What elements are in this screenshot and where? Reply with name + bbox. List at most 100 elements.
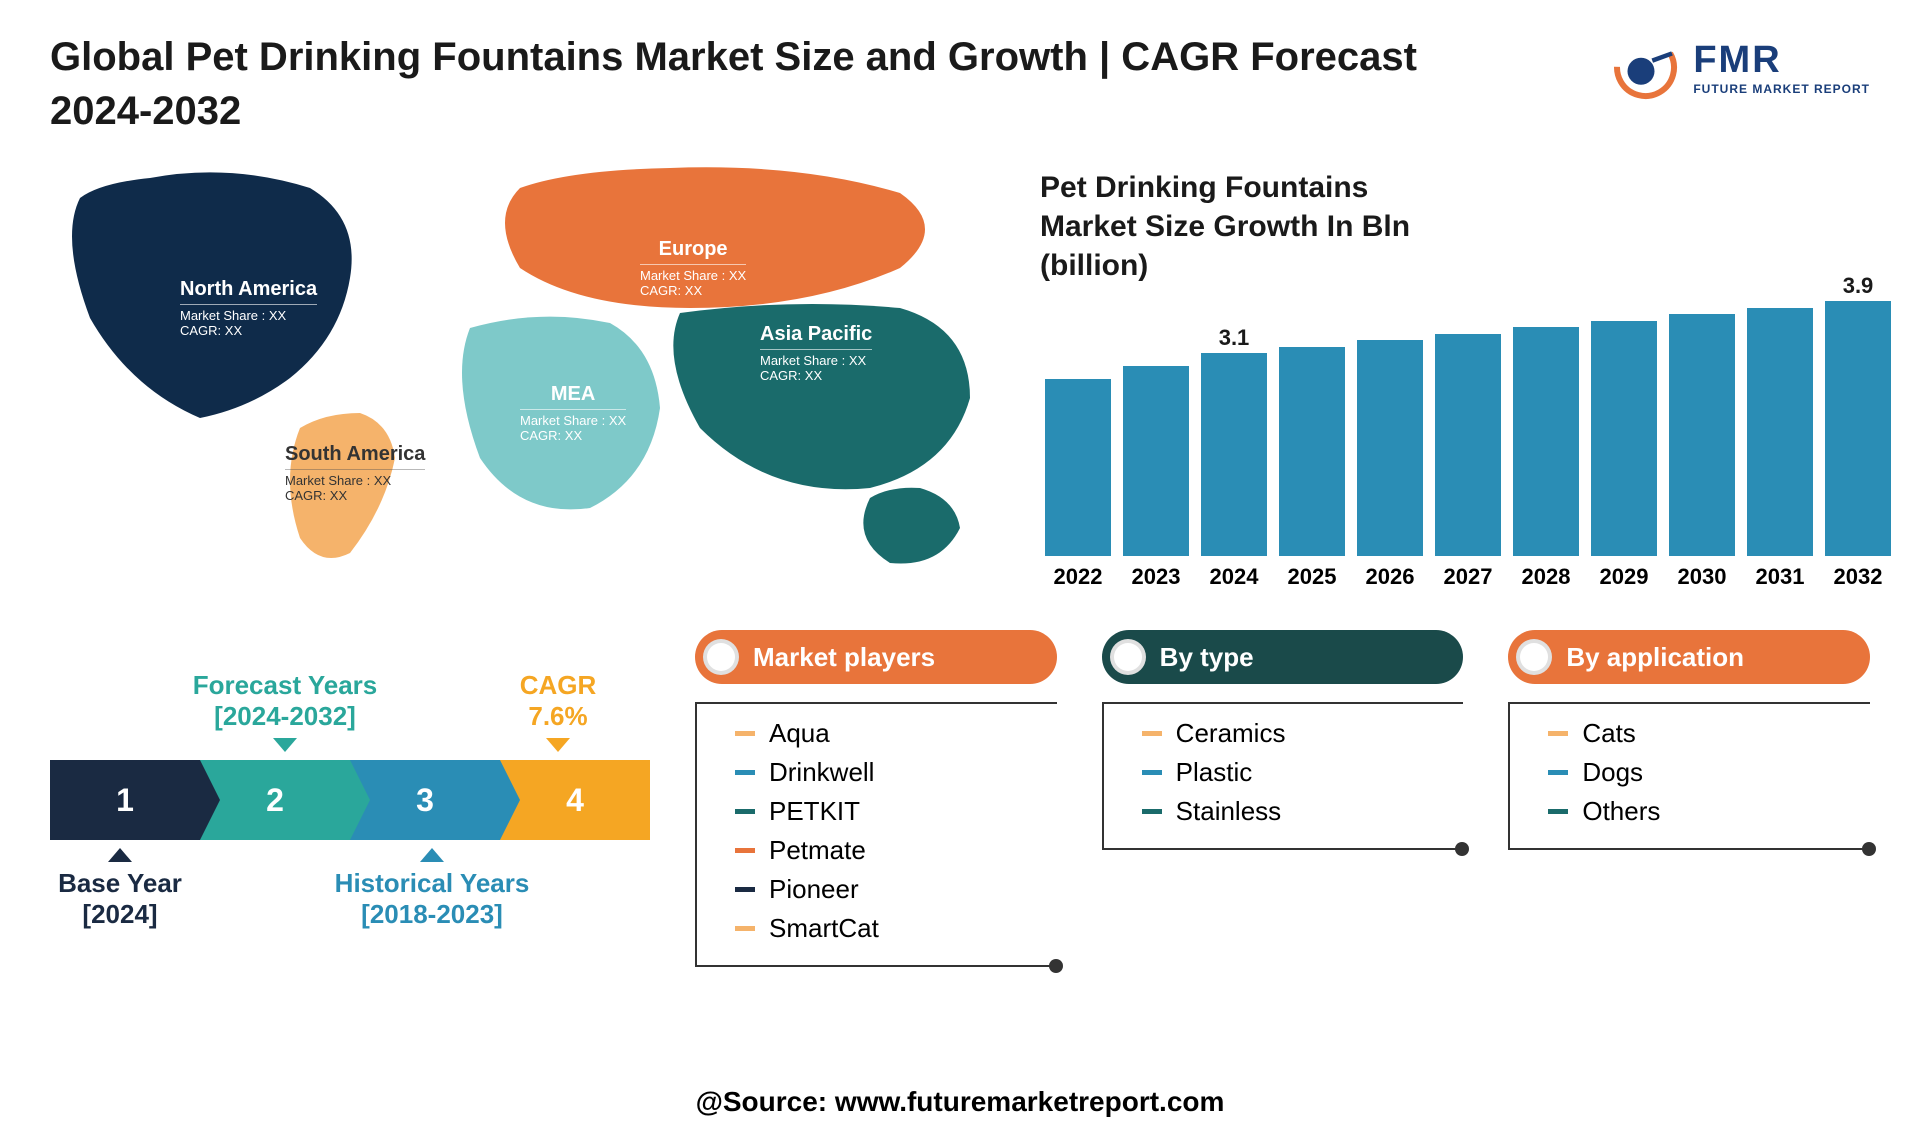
world-map: North AmericaMarket Share : XXCAGR: XXSo… xyxy=(50,158,1010,578)
item-dash-icon xyxy=(1548,731,1568,736)
region-share: Market Share : XX xyxy=(760,349,872,368)
bar-2026: 2026 xyxy=(1357,340,1423,590)
bar-year: 2027 xyxy=(1444,564,1493,590)
item-label: Pioneer xyxy=(769,874,859,905)
region-share: Market Share : XX xyxy=(285,469,425,488)
bar-2024: 3.12024 xyxy=(1201,353,1267,590)
region-south-america: South America Market Share : XXCAGR: XX xyxy=(285,443,425,503)
region-cagr: CAGR: XX xyxy=(760,368,872,383)
list-end-dot-icon xyxy=(1862,842,1876,856)
region-share: Market Share : XX xyxy=(180,304,317,323)
bar-2027: 2027 xyxy=(1435,334,1501,590)
region-europe: EuropeMarket Share : XXCAGR: XX xyxy=(640,238,746,298)
bar-rect xyxy=(1201,353,1267,556)
item-dash-icon xyxy=(735,926,755,931)
item-label: Cats xyxy=(1582,718,1635,749)
bar-year: 2031 xyxy=(1756,564,1805,590)
region-name: MEA xyxy=(520,383,626,406)
item-label: Aqua xyxy=(769,718,830,749)
region-cagr: CAGR: XX xyxy=(285,488,425,503)
bar-2023: 2023 xyxy=(1123,366,1189,590)
bar-rect xyxy=(1591,321,1657,556)
category-item: Aqua xyxy=(735,718,1057,749)
bar-year: 2032 xyxy=(1834,564,1883,590)
bar-year: 2023 xyxy=(1132,564,1181,590)
bar-rect xyxy=(1747,308,1813,556)
category-pill: By application xyxy=(1508,630,1870,684)
item-label: PETKIT xyxy=(769,796,860,827)
bar-rect xyxy=(1825,301,1891,556)
category-item: SmartCat xyxy=(735,913,1057,944)
item-label: Petmate xyxy=(769,835,866,866)
bar-2032: 3.92032 xyxy=(1825,301,1891,590)
bar-2022: 2022 xyxy=(1045,379,1111,590)
pill-dot-icon xyxy=(703,639,739,675)
bar-rect xyxy=(1435,334,1501,556)
region-mea: MEA Market Share : XXCAGR: XX xyxy=(520,383,626,443)
category-by-type: By type Ceramics Plastic Stainless xyxy=(1102,630,1464,966)
bar-chart: Pet Drinking Fountains Market Size Growt… xyxy=(1040,158,1891,590)
region-asia-pacific: Asia Pacific Market Share : XXCAGR: XX xyxy=(760,323,872,383)
pill-dot-icon xyxy=(1110,639,1146,675)
category-title: By application xyxy=(1566,642,1744,673)
category-list: Ceramics Plastic Stainless xyxy=(1102,702,1464,849)
bar-rect xyxy=(1045,379,1111,556)
timeline-base-label: Base Year xyxy=(58,868,182,898)
category-item: Pioneer xyxy=(735,874,1057,905)
timeline-hist-label: Historical Years xyxy=(335,868,530,898)
item-dash-icon xyxy=(1548,809,1568,814)
region-cagr: CAGR: XX xyxy=(640,283,746,298)
item-label: Drinkwell xyxy=(769,757,874,788)
bar-rect xyxy=(1513,327,1579,556)
bar-year: 2030 xyxy=(1678,564,1727,590)
item-label: Stainless xyxy=(1176,796,1282,827)
region-name: Europe xyxy=(640,238,746,261)
bar-2025: 2025 xyxy=(1279,347,1345,590)
category-list: CatsDogsOthers xyxy=(1508,702,1870,849)
category-pill: By type xyxy=(1102,630,1464,684)
bar-value: 3.1 xyxy=(1219,325,1250,351)
logo-text-main: FMR xyxy=(1693,39,1870,82)
category-title: Market players xyxy=(753,642,935,673)
category-by-application: By application CatsDogsOthers xyxy=(1508,630,1870,966)
item-label: Plastic xyxy=(1176,757,1253,788)
bar-2030: 2030 xyxy=(1669,314,1735,590)
timeline-cagr-label: CAGR xyxy=(520,670,597,700)
region-cagr: CAGR: XX xyxy=(520,428,626,443)
item-dash-icon xyxy=(735,809,755,814)
item-label: Ceramics xyxy=(1176,718,1286,749)
bar-year: 2025 xyxy=(1288,564,1337,590)
bar-year: 2028 xyxy=(1522,564,1571,590)
fmr-logo: FMR FUTURE MARKET REPORT xyxy=(1608,30,1870,105)
item-label: SmartCat xyxy=(769,913,879,944)
category-pill: Market players xyxy=(695,630,1057,684)
timeline-base-value: [2024] xyxy=(82,899,157,929)
fmr-logo-icon xyxy=(1608,30,1683,105)
bar-rect xyxy=(1357,340,1423,556)
category-item: PETKIT xyxy=(735,796,1057,827)
timeline-forecast-label: Forecast Years xyxy=(193,670,378,700)
bar-2031: 2031 xyxy=(1747,308,1813,590)
region-name: Asia Pacific xyxy=(760,323,872,346)
timeline-seg-1: 1 xyxy=(50,760,200,840)
page-title: Global Pet Drinking Fountains Market Siz… xyxy=(50,30,1450,138)
region-cagr: CAGR: XX xyxy=(180,323,317,338)
category-list: Aqua Drinkwell PETKIT Petmate Pioneer SmartCa… xyxy=(695,702,1057,966)
list-end-dot-icon xyxy=(1455,842,1469,856)
bar-rect xyxy=(1123,366,1189,556)
source-attribution: @Source: www.futuremarketreport.com xyxy=(0,1086,1920,1118)
bar-2028: 2028 xyxy=(1513,327,1579,590)
bar-year: 2029 xyxy=(1600,564,1649,590)
chart-title: Pet Drinking Fountains Market Size Growt… xyxy=(1040,168,1420,285)
pill-dot-icon xyxy=(1516,639,1552,675)
item-dash-icon xyxy=(735,887,755,892)
logo-text-sub: FUTURE MARKET REPORT xyxy=(1693,82,1870,96)
region-share: Market Share : XX xyxy=(520,409,626,428)
item-dash-icon xyxy=(1142,770,1162,775)
list-end-dot-icon xyxy=(1049,959,1063,973)
category-item: Stainless xyxy=(1142,796,1464,827)
region-name: South America xyxy=(285,443,425,466)
item-dash-icon xyxy=(735,731,755,736)
bar-year: 2024 xyxy=(1210,564,1259,590)
timeline-seg-4: 4 xyxy=(500,760,650,840)
